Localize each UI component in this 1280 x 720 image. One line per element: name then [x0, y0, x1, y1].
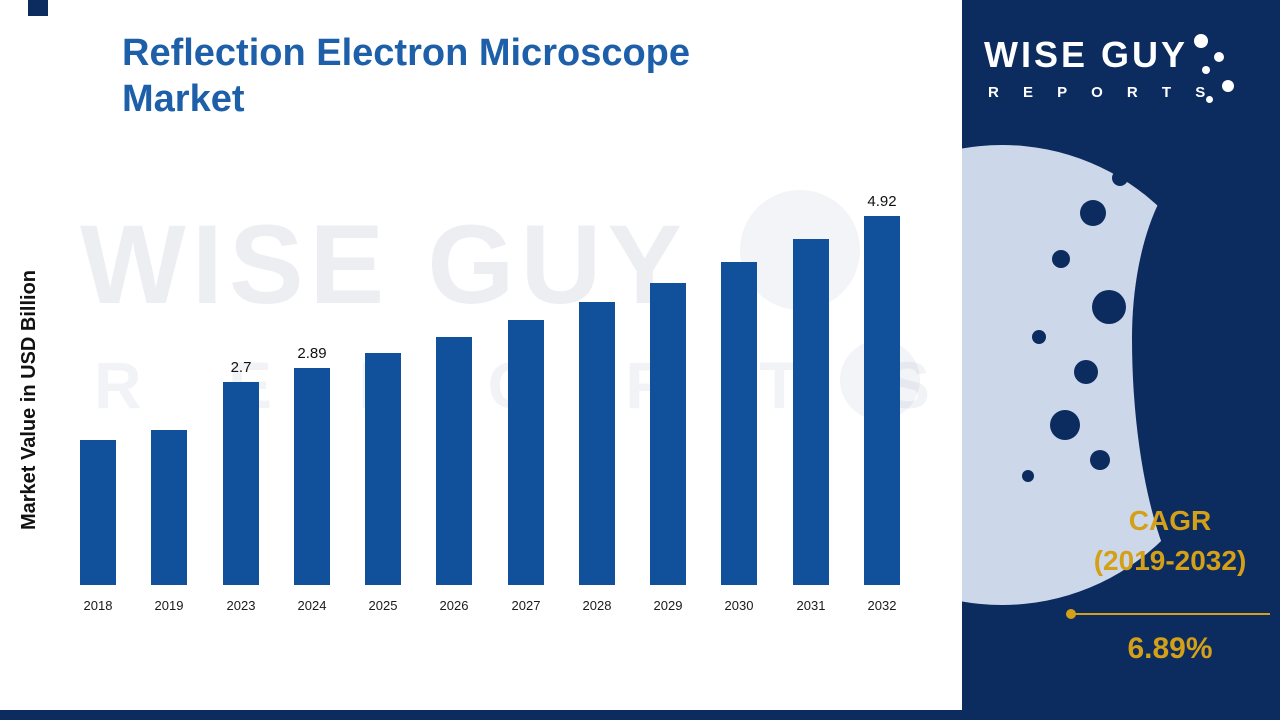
- bar: [721, 262, 757, 585]
- bar: [508, 320, 544, 585]
- bar-group: 2.7 2023: [221, 150, 261, 613]
- brand-logo-name: WISE GUY: [984, 34, 1189, 75]
- bottom-strip: [0, 710, 1280, 720]
- logo-face-dot: [1206, 96, 1213, 103]
- page-title-line1: Reflection Electron Microscope: [122, 32, 691, 74]
- gold-divider: [1066, 609, 1270, 619]
- bar-value-label: 2.89: [297, 345, 327, 362]
- x-tick-label: 2023: [226, 598, 256, 613]
- face-dot: [1050, 410, 1080, 440]
- bar-group: 2030: [719, 150, 759, 613]
- cagr-block: CAGR (2019-2032): [1070, 505, 1270, 577]
- bar-group: 2029: [648, 150, 688, 613]
- logo-face-dot: [1214, 52, 1224, 62]
- x-tick-label: 2032: [867, 598, 897, 613]
- bar: [223, 382, 259, 585]
- bar: [650, 283, 686, 585]
- face-dot: [1092, 290, 1126, 324]
- x-tick-label: 2018: [83, 598, 113, 613]
- bar: [151, 430, 187, 585]
- bar-group: 2019: [149, 150, 189, 613]
- bar-group: 2.89 2024: [292, 150, 332, 613]
- logo-face-dot: [1222, 80, 1234, 92]
- face-dot: [1074, 360, 1098, 384]
- cagr-period: (2019-2032): [1093, 545, 1247, 576]
- bar: [294, 368, 330, 585]
- bar: [365, 353, 401, 585]
- x-tick-label: 2028: [582, 598, 612, 613]
- bar-group: 2025: [363, 150, 403, 613]
- brand-logo-subtitle: R E P O R T S: [988, 84, 1216, 101]
- bar: [579, 302, 615, 585]
- logo-face-dot: [1194, 34, 1208, 48]
- bar-group: 2026: [434, 150, 474, 613]
- face-dot: [1022, 470, 1034, 482]
- x-tick-label: 2024: [297, 598, 327, 613]
- bar-group: 2028: [577, 150, 617, 613]
- x-tick-label: 2026: [439, 598, 469, 613]
- face-dot: [1090, 450, 1110, 470]
- logo-face-dot: [1202, 66, 1210, 74]
- bar-group: 2018: [78, 150, 118, 613]
- cagr-label: CAGR: [1128, 505, 1212, 536]
- x-tick-label: 2019: [154, 598, 184, 613]
- bar: [436, 337, 472, 585]
- bar-group: 2031: [791, 150, 831, 613]
- x-tick-label: 2029: [653, 598, 683, 613]
- page-title: Reflection Electron Microscope Market: [122, 30, 822, 122]
- bar-chart: 2018 2019 2.7 2023 2.89 2024 2025 2026 2027 2028 2…: [78, 150, 902, 613]
- bar-value-label: 4.92: [867, 193, 897, 210]
- x-tick-label: 2031: [796, 598, 826, 613]
- page-title-line2: Market: [122, 78, 245, 120]
- bar-group: 2027: [506, 150, 546, 613]
- bar-value-label: 2.7: [230, 359, 252, 376]
- bar-group: 4.92 2032: [862, 150, 902, 613]
- gold-divider-dot: [1066, 609, 1076, 619]
- cagr-value: 6.89%: [1127, 632, 1213, 665]
- brand-logo: WISE GUY R E P O R T S: [984, 34, 1215, 101]
- corner-accent: [28, 0, 48, 16]
- face-dot: [1032, 330, 1046, 344]
- face-dot: [1080, 200, 1106, 226]
- face-dot: [1052, 250, 1070, 268]
- x-tick-label: 2027: [511, 598, 541, 613]
- right-panel: WISE GUY R E P O R T S CAGR (2019-2032) …: [962, 0, 1280, 720]
- bar: [864, 216, 900, 585]
- bar: [80, 440, 116, 585]
- x-tick-label: 2030: [724, 598, 754, 613]
- face-dot: [1112, 170, 1128, 186]
- bar: [793, 239, 829, 585]
- x-tick-label: 2025: [368, 598, 398, 613]
